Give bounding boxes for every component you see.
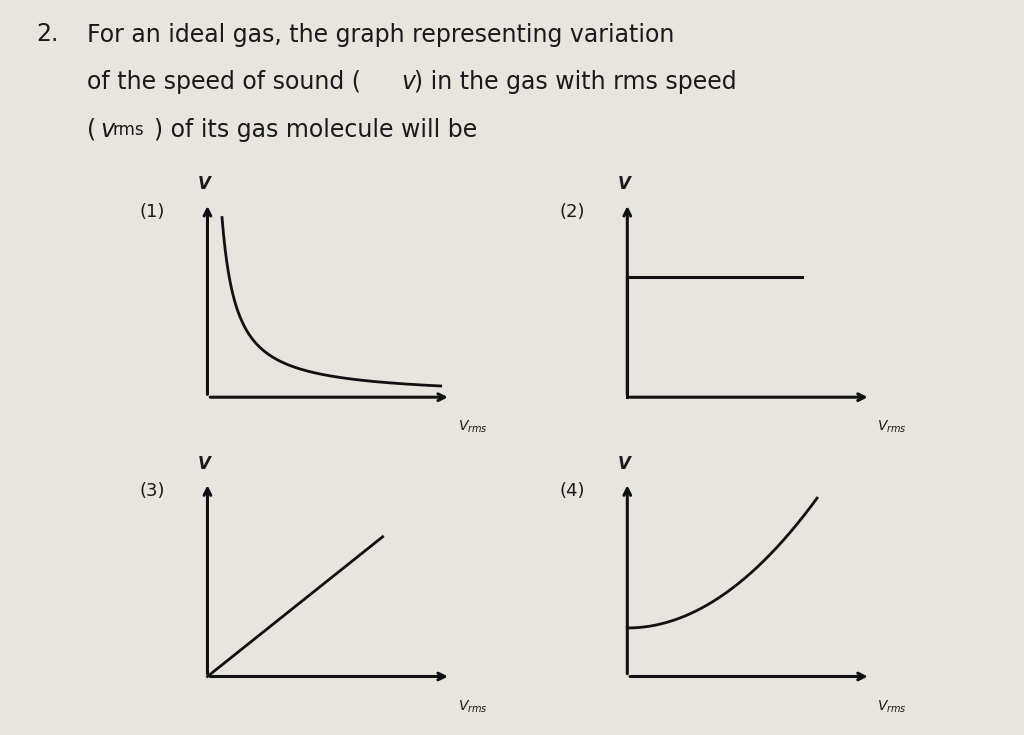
Text: (3): (3)	[140, 482, 166, 501]
Text: v: v	[100, 118, 115, 142]
Text: 2.: 2.	[36, 22, 58, 46]
Text: $V_{rms}$: $V_{rms}$	[878, 419, 907, 435]
Text: V: V	[617, 455, 631, 473]
Text: (4): (4)	[560, 482, 586, 501]
Text: ) of its gas molecule will be: ) of its gas molecule will be	[154, 118, 477, 142]
Text: v: v	[401, 70, 416, 94]
Text: $V_{rms}$: $V_{rms}$	[458, 698, 487, 714]
Text: V: V	[198, 455, 211, 473]
Text: (2): (2)	[560, 203, 586, 221]
Text: ) in the gas with rms speed: ) in the gas with rms speed	[414, 70, 736, 94]
Text: $V_{rms}$: $V_{rms}$	[878, 698, 907, 714]
Text: (1): (1)	[140, 203, 165, 221]
Text: rms: rms	[113, 121, 144, 139]
Text: V: V	[198, 176, 211, 193]
Text: of the speed of sound (: of the speed of sound (	[87, 70, 360, 94]
Text: (: (	[87, 118, 96, 142]
Text: V: V	[617, 176, 631, 193]
Text: $V_{rms}$: $V_{rms}$	[458, 419, 487, 435]
Text: For an ideal gas, the graph representing variation: For an ideal gas, the graph representing…	[87, 23, 675, 47]
